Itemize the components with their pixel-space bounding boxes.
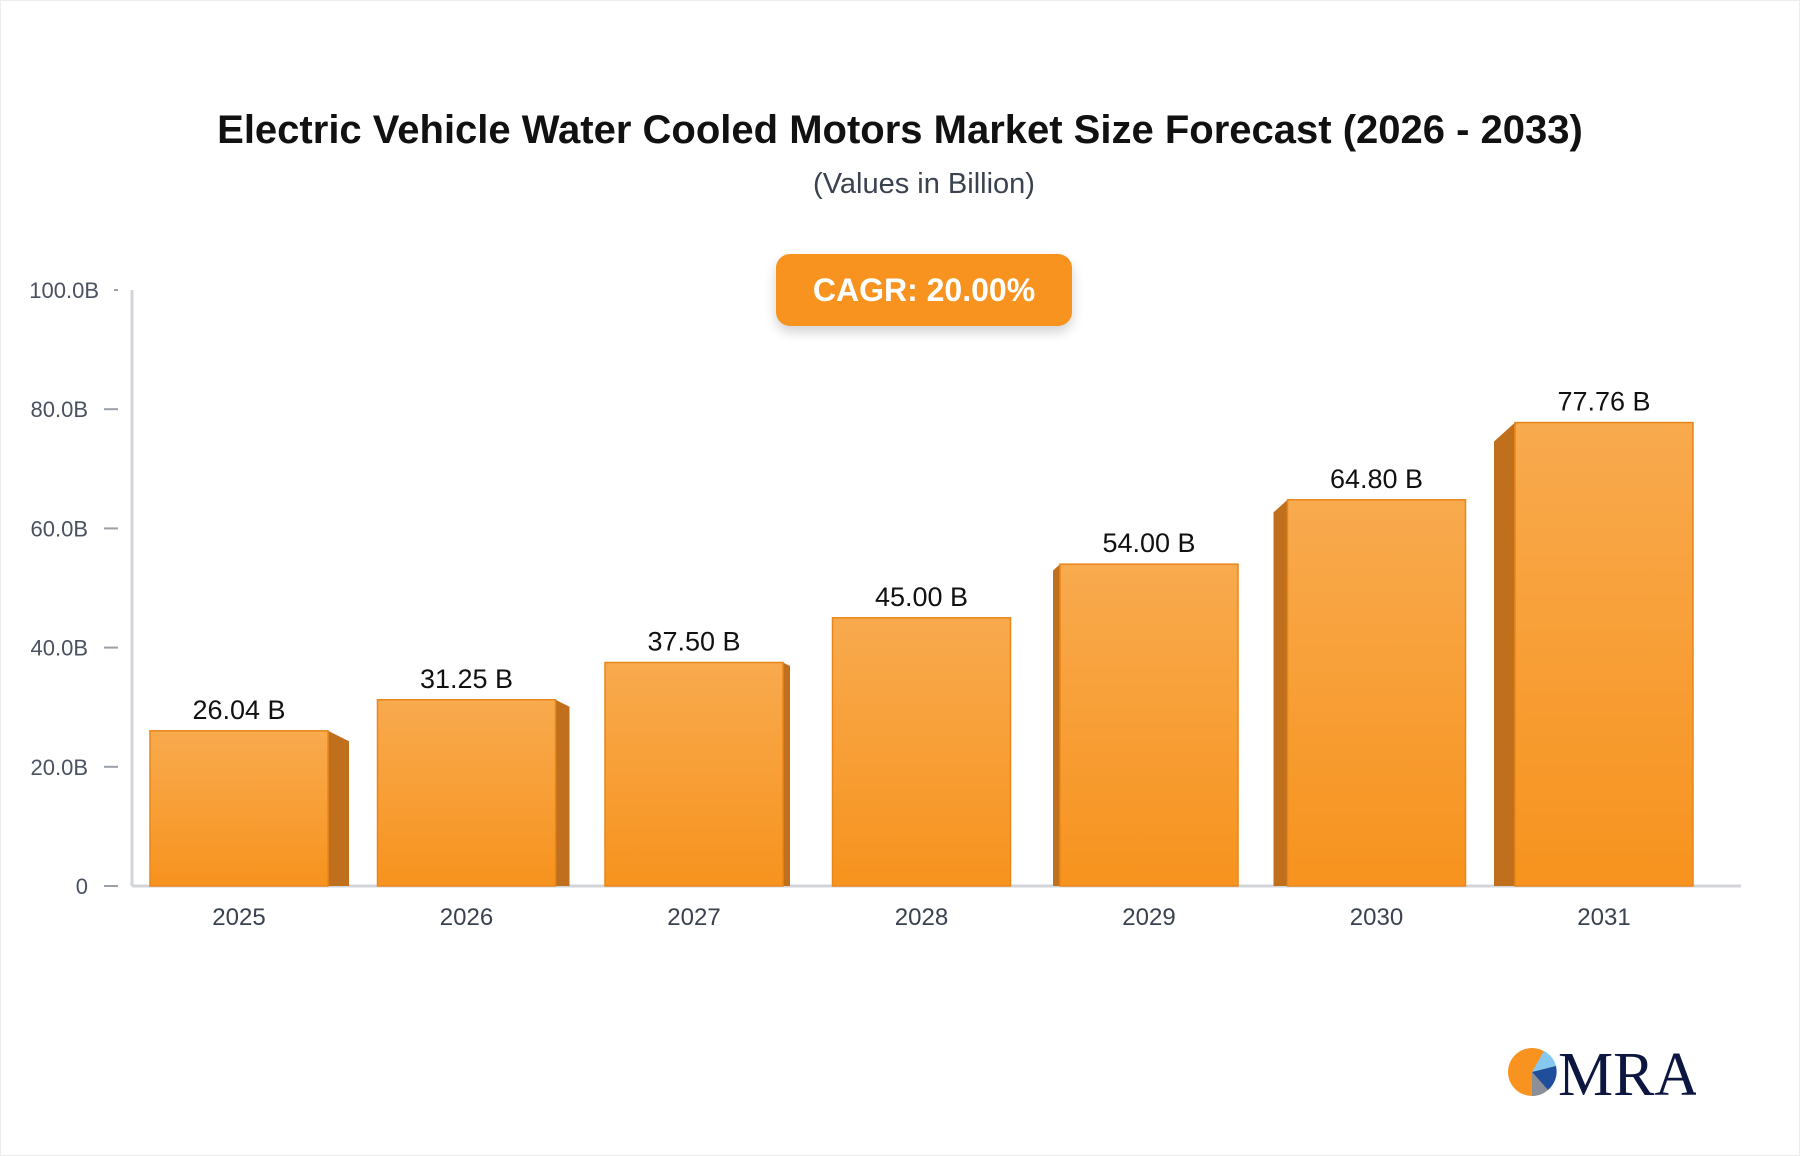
- y-tick-label: 100.0B: [29, 278, 99, 303]
- x-tick-label: 2029: [1122, 904, 1175, 931]
- bar-side: [555, 699, 570, 886]
- y-tick-label: 0: [76, 874, 88, 899]
- y-tick-label: 60.0B: [31, 516, 89, 541]
- bar-group: 64.80 B 2030: [1273, 464, 1467, 931]
- bar: [149, 730, 329, 887]
- bar-side: [783, 662, 790, 886]
- y-tick-label: 20.0B: [31, 755, 89, 780]
- x-tick-label: 2030: [1350, 904, 1403, 931]
- bar-value-label: 64.80 B: [1330, 464, 1423, 494]
- y-tick-label: 80.0B: [31, 397, 89, 422]
- cagr-badge: CAGR: 20.00%: [776, 254, 1072, 326]
- bar: [1514, 421, 1694, 887]
- bar: [1286, 499, 1467, 887]
- bar-value-label: 45.00 B: [875, 582, 968, 612]
- bar-group: 37.50 B 2027: [604, 627, 790, 931]
- bar: [1059, 563, 1239, 887]
- bar-group: 77.76 B 2031: [1494, 387, 1694, 931]
- bar-group: 54.00 B 2029: [1053, 528, 1239, 931]
- chart-title: Electric Vehicle Water Cooled Motors Mar…: [217, 108, 1583, 152]
- logo-text: MRA: [1558, 1041, 1696, 1100]
- bar-group: 45.00 B 2028: [831, 582, 1012, 931]
- bar-side: [1053, 564, 1060, 886]
- bar-side: [1273, 499, 1288, 886]
- x-tick-label: 2031: [1577, 904, 1630, 931]
- bar-value-label: 26.04 B: [192, 695, 285, 725]
- chart-subtitle: (Values in Billion): [813, 168, 1035, 200]
- mra-logo: MRA: [1506, 1040, 1696, 1100]
- bar: [604, 661, 784, 887]
- x-tick-label: 2027: [667, 904, 720, 931]
- bar: [831, 617, 1012, 887]
- bar-side: [328, 730, 349, 886]
- bar-side: [1494, 422, 1515, 886]
- bar-value-label: 54.00 B: [1102, 528, 1195, 558]
- x-tick-label: 2028: [895, 904, 948, 931]
- y-tick-label: 40.0B: [31, 636, 89, 661]
- bar-group: 26.04 B 2025: [149, 695, 349, 931]
- bar-value-label: 77.76 B: [1557, 387, 1650, 417]
- mra-logo-icon: MRA: [1508, 1041, 1696, 1100]
- bar-value-label: 37.50 B: [647, 627, 740, 657]
- x-tick-label: 2025: [212, 904, 265, 931]
- bar: [376, 699, 557, 887]
- x-tick-label: 2026: [440, 904, 493, 931]
- bar-value-label: 31.25 B: [420, 664, 513, 694]
- bar-group: 31.25 B 2026: [376, 664, 570, 931]
